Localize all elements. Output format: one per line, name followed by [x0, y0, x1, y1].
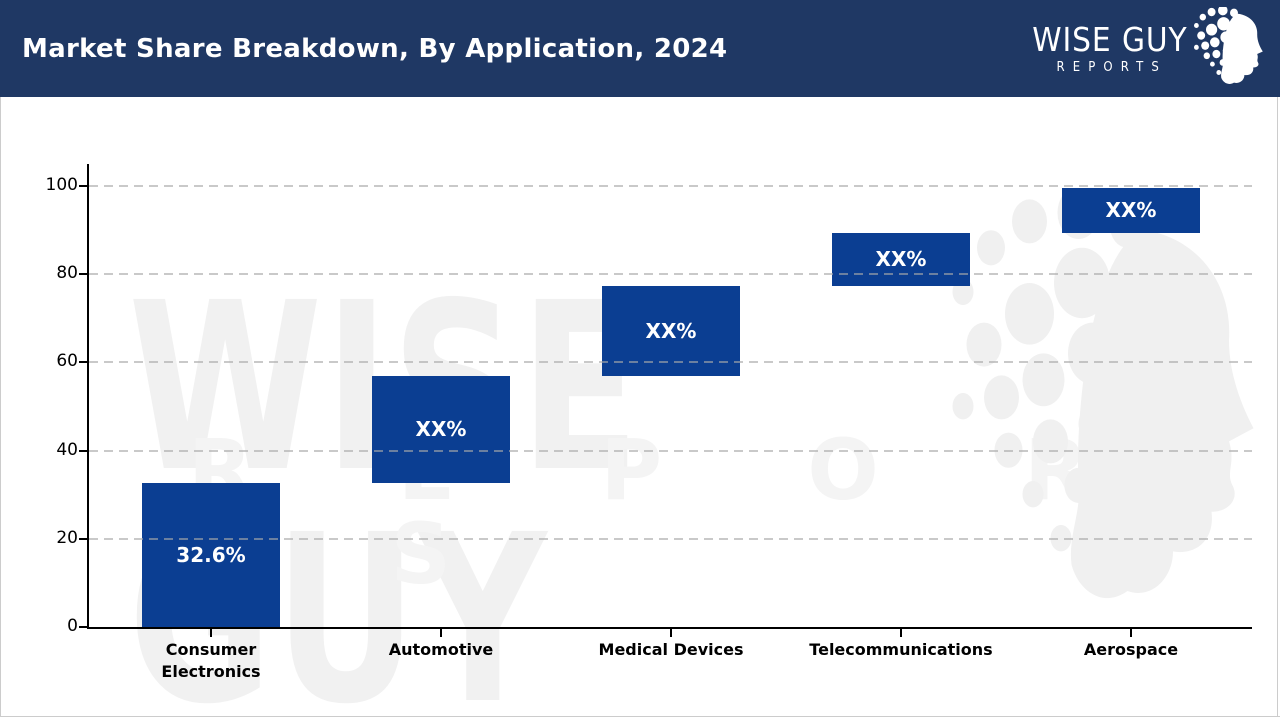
page-border-left [0, 97, 1, 717]
x-axis-tick [670, 629, 672, 637]
bar-consumer-electronics: 32.6% [142, 483, 280, 627]
y-axis-tick [79, 626, 87, 628]
bar-value-label: 32.6% [176, 543, 246, 568]
header: Market Share Breakdown, By Application, … [0, 0, 1280, 97]
gridline [89, 449, 1252, 452]
gridline [89, 537, 1252, 540]
y-axis-tick [79, 273, 87, 276]
x-tick-label: Telecommunications [809, 640, 993, 659]
page-title: Market Share Breakdown, By Application, … [22, 33, 728, 64]
bar-medical-devices: XX% [602, 285, 740, 376]
y-axis-tick [79, 361, 87, 364]
x-tick-label: Aerospace [1083, 640, 1179, 659]
y-axis-tick [79, 185, 87, 187]
x-axis-spine [87, 627, 1252, 629]
logo-name: WISE GUY [1032, 20, 1188, 60]
y-tick-label: 80 [56, 263, 78, 284]
gridline [89, 273, 1252, 276]
gridline [89, 185, 1252, 187]
x-tick-label: Medical Devices [598, 640, 744, 659]
bar-aerospace: XX% [1062, 187, 1200, 234]
bar-value-label: XX% [875, 247, 927, 272]
y-tick-label: 40 [56, 439, 78, 460]
y-axis-tick [79, 449, 87, 452]
x-tick-label: Consumer Electronics [161, 640, 261, 681]
y-axis-spine [87, 164, 89, 629]
y-tick-label: 100 [45, 175, 78, 195]
bar-automotive: XX% [372, 375, 510, 484]
x-axis-tick [210, 629, 212, 637]
logo-subtitle: REPORTS [1056, 59, 1168, 75]
page-border-right [1277, 97, 1278, 717]
gridline [89, 361, 1252, 364]
x-axis-tick [900, 629, 902, 637]
bar-value-label: XX% [645, 318, 697, 343]
page-border-bottom [0, 716, 1280, 717]
logo-wordmark: WISE GUY REPORTS [1033, 23, 1188, 75]
brand-logo: WISE GUY REPORTS [1015, 6, 1270, 92]
x-axis-tick [1130, 629, 1132, 637]
bar-value-label: XX% [415, 417, 467, 442]
x-axis-tick [440, 629, 442, 637]
x-tick-label: Automotive [388, 640, 494, 659]
bar-telecommunications: XX% [832, 233, 970, 286]
y-tick-label: 60 [56, 351, 78, 372]
y-axis-tick [79, 537, 87, 540]
bar-value-label: XX% [1105, 198, 1157, 223]
y-tick-label: 20 [56, 527, 78, 548]
y-tick-label: 0 [67, 616, 78, 636]
